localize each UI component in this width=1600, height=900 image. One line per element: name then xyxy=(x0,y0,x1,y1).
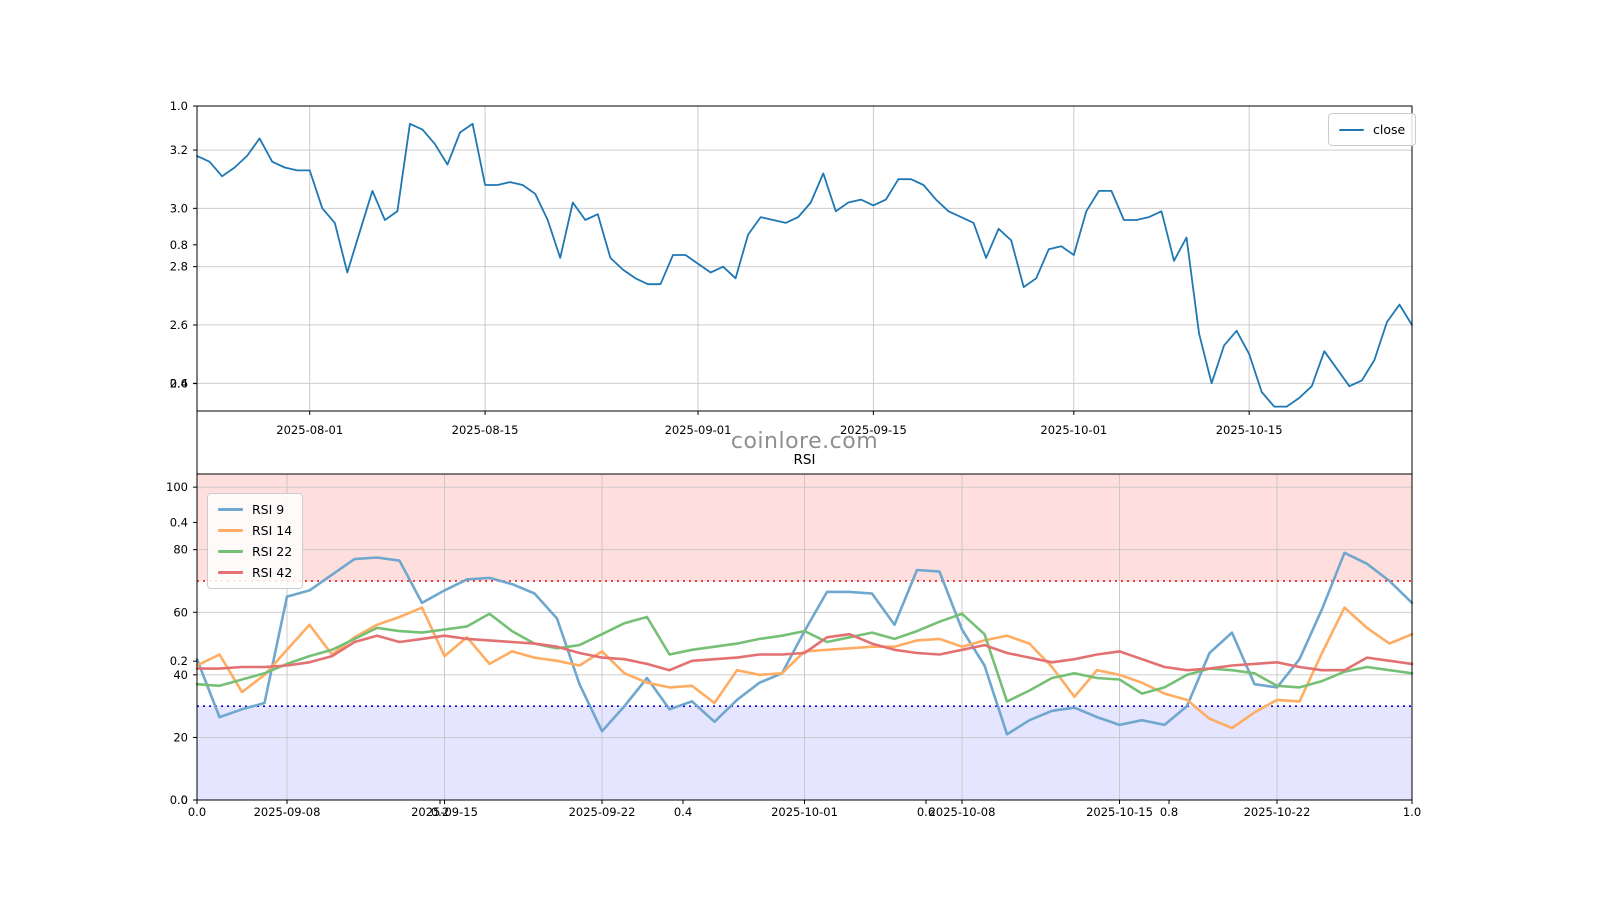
overlay-y-tick-label: 0.6 xyxy=(170,377,188,391)
legend-line-sample xyxy=(1339,128,1364,131)
rsi-42-line xyxy=(195,632,1414,672)
x-tick-label: 2025-09-01 xyxy=(665,423,732,437)
legend-label: RSI 22 xyxy=(252,544,293,559)
legend-label: RSI 42 xyxy=(252,565,293,580)
x-tick-label: 2025-10-01 xyxy=(1040,423,1107,437)
y-tick-label: 2.6 xyxy=(170,318,188,332)
overlay-x-tick-label: 0.6 xyxy=(917,805,935,819)
y-tick-label: 100 xyxy=(166,480,188,494)
x-tick-label: 2025-10-15 xyxy=(1086,805,1153,819)
legend-line-sample xyxy=(218,571,243,574)
rsi-legend: RSI 9 RSI 14 RSI 22 RSI 42 xyxy=(207,493,304,589)
overlay-axis: 1.0 0.8 0.6 0.4 0.2 0.00.0 0.2 0.4 0.6 0.8 1.0 xyxy=(170,99,1421,819)
y-tick-label: 3.0 xyxy=(170,201,188,215)
rsi-14-line xyxy=(195,606,1414,730)
x-tick-label: 2025-10-08 xyxy=(929,805,996,819)
watermark: coinlore.com xyxy=(730,429,879,454)
overlay-y-tick-label: 0.4 xyxy=(170,515,188,529)
y-tick-label: 80 xyxy=(173,543,188,557)
legend-item-rsi-42: RSI 42 xyxy=(218,562,292,583)
y-tick-label: 2.4 xyxy=(170,376,188,390)
legend-item-rsi-22: RSI 22 xyxy=(218,541,292,562)
legend-item-rsi-9: RSI 9 xyxy=(218,499,292,520)
x-tick-label: 2025-09-15 xyxy=(840,423,907,437)
rsi-plot: 2025-09-08 2025-09-15 2025-09-22 2025-10-01… xyxy=(166,473,1414,819)
legend-line-sample xyxy=(218,529,243,532)
close-line xyxy=(196,122,1413,408)
price-plot: 2025-08-01 2025-08-15 2025-09-01 2025-09-15… xyxy=(170,105,1413,437)
legend-label: RSI 9 xyxy=(252,502,285,517)
y-tick-label: 3.2 xyxy=(170,143,188,157)
x-tick-label: 2025-09-22 xyxy=(569,805,636,819)
x-tick-label: 2025-08-01 xyxy=(276,423,343,437)
x-tick-label: 2025-10-15 xyxy=(1216,423,1283,437)
x-tick-label: 2025-09-08 xyxy=(254,805,321,819)
overlay-x-tick-label: 0.8 xyxy=(1160,805,1178,819)
legend-line-sample xyxy=(218,508,243,511)
legend-label: close xyxy=(1373,122,1406,137)
overlay-x-tick-label: 1.0 xyxy=(1403,805,1421,819)
y-tick-label: 20 xyxy=(173,730,188,744)
y-tick-label: 40 xyxy=(173,668,188,682)
x-tick-label: 2025-10-22 xyxy=(1244,805,1311,819)
y-tick-label: 60 xyxy=(173,605,188,619)
price-plot-frame xyxy=(196,105,1413,412)
legend-line-sample xyxy=(218,550,243,553)
y-tick-label: 2.8 xyxy=(170,260,188,274)
overlay-x-tick-label: 0.4 xyxy=(674,805,692,819)
overlay-y-tick-label: 0.0 xyxy=(170,793,188,807)
legend-item-rsi-14: RSI 14 xyxy=(218,520,292,541)
legend-item-close: close xyxy=(1339,119,1405,140)
y-tick-label: 0 xyxy=(181,793,188,807)
x-tick-label: 2025-09-15 xyxy=(411,805,478,819)
overlay-axis-frame xyxy=(196,105,1413,801)
rsi-chart-title: RSI xyxy=(793,452,816,468)
overlay-y-tick-label: 0.8 xyxy=(170,238,188,252)
overlay-y-tick-label: 1.0 xyxy=(170,99,188,113)
x-tick-label: 2025-10-01 xyxy=(771,805,838,819)
close-legend: close xyxy=(1328,113,1417,146)
overlay-x-tick-label: 0.2 xyxy=(431,805,449,819)
x-tick-label: 2025-08-15 xyxy=(452,423,519,437)
overlay-x-tick-label: 0.0 xyxy=(188,805,206,819)
legend-label: RSI 14 xyxy=(252,523,293,538)
overlay-y-tick-label: 0.2 xyxy=(170,654,188,668)
